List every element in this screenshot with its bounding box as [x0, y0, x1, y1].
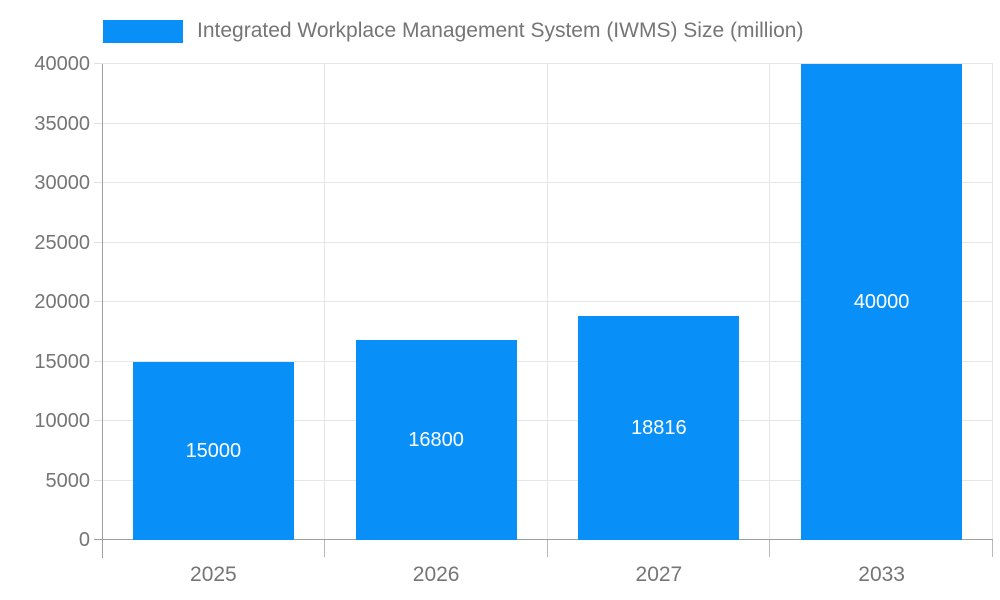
gridline-y-5000: [102, 479, 993, 481]
gridline-x-2: [546, 64, 548, 540]
x-axis-label-2026: 2026: [412, 563, 460, 586]
x-axis-line: [94, 539, 993, 540]
gridline-y-20000: [102, 301, 993, 302]
y-axis-label-40000: 40000: [34, 53, 90, 75]
gridline-y-15000: [102, 360, 993, 362]
gridline-x-3: [769, 64, 771, 540]
bar-value-2027: 18816: [631, 417, 687, 440]
bar-value-2033: 40000: [853, 291, 910, 313]
legend-swatch: [103, 19, 183, 43]
legend: Integrated Workplace Management System (…: [103, 14, 803, 48]
ytick-40000: [94, 63, 102, 64]
xtick-3: [769, 540, 771, 557]
y-axis-label-25000: 25000: [34, 231, 90, 254]
bar-2033[interactable]: [801, 64, 963, 540]
ytick-10000: [94, 420, 102, 421]
bar-2026[interactable]: [355, 340, 517, 540]
x-axis-label-2025: 2025: [190, 563, 237, 586]
bar-value-2025: 15000: [185, 439, 242, 462]
ytick-25000: [94, 241, 102, 243]
y-axis-label-5000: 5000: [45, 469, 91, 492]
bar-value-2026: 16800: [408, 429, 464, 452]
ytick-5000: [94, 479, 102, 481]
x-axis-label-2027: 2027: [635, 563, 683, 586]
gridline-y-10000: [102, 420, 993, 421]
ytick-15000: [94, 360, 102, 362]
y-axis-label-20000: 20000: [34, 291, 90, 313]
ytick-35000: [94, 122, 102, 124]
y-axis-label-30000: 30000: [34, 172, 90, 194]
bar-2025[interactable]: [132, 361, 294, 540]
y-axis-line: [102, 64, 103, 558]
x-axis-label-2033: 2033: [858, 563, 905, 586]
gridline-x-4: [992, 64, 993, 540]
ytick-20000: [94, 301, 102, 302]
gridline-y-40000: [102, 63, 993, 64]
y-axis-label-0: 0: [78, 529, 90, 551]
bar-2027[interactable]: [578, 316, 740, 540]
gridline-y-30000: [102, 182, 993, 183]
y-axis-label-35000: 35000: [34, 112, 90, 135]
xtick-4: [992, 540, 993, 557]
gridline-y-35000: [102, 122, 993, 124]
ytick-30000: [94, 182, 102, 183]
gridline-x-1: [323, 64, 325, 540]
gridline-y-25000: [102, 241, 993, 243]
y-axis-label-15000: 15000: [34, 350, 90, 373]
xtick-1: [323, 540, 325, 557]
y-axis-label-10000: 10000: [34, 410, 90, 432]
legend-label: Integrated Workplace Management System (…: [197, 19, 804, 42]
xtick-2: [546, 540, 548, 557]
